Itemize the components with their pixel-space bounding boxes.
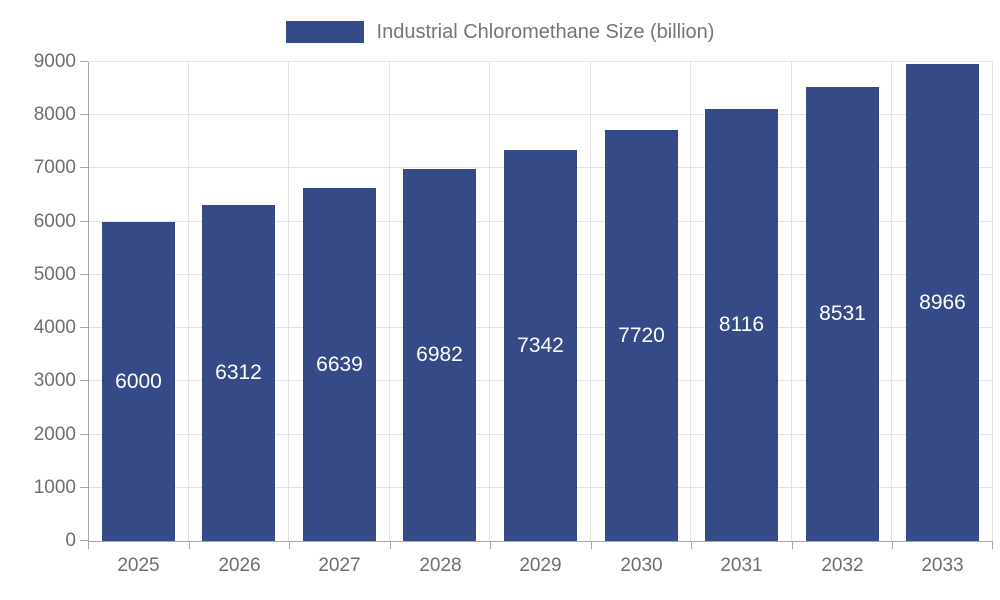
x-gridline <box>188 62 189 541</box>
bar: 8531 <box>806 87 879 541</box>
x-tick <box>892 542 893 549</box>
y-gridline <box>88 114 993 115</box>
y-tick <box>80 487 88 488</box>
y-tick-label: 2000 <box>33 424 76 445</box>
x-gridline <box>791 62 792 541</box>
x-tick <box>691 542 692 549</box>
x-tick <box>490 542 491 549</box>
y-tick <box>80 434 88 435</box>
bar-value-label: 8531 <box>819 302 866 325</box>
x-tick-label: 2025 <box>117 555 160 576</box>
x-tick-label: 2026 <box>218 555 261 576</box>
x-tick <box>591 542 592 549</box>
y-tick-label: 3000 <box>33 370 76 391</box>
bar: 6000 <box>102 222 175 541</box>
bar: 6312 <box>202 205 275 541</box>
y-tick <box>80 167 88 168</box>
y-tick-label: 6000 <box>33 211 76 232</box>
legend[interactable]: Industrial Chloromethane Size (billion) <box>0 20 1000 44</box>
y-tick-label: 5000 <box>33 264 76 285</box>
bar: 8966 <box>906 64 979 541</box>
bar-value-label: 8116 <box>718 313 765 336</box>
x-tick <box>88 542 89 549</box>
bar: 7342 <box>504 150 577 541</box>
x-gridline <box>489 62 490 541</box>
x-tick-label: 2028 <box>419 555 462 576</box>
legend-swatch <box>285 21 364 43</box>
y-tick-label: 0 <box>65 530 76 551</box>
x-gridline <box>891 62 892 541</box>
x-gridline <box>992 62 993 541</box>
y-tick <box>80 380 88 381</box>
bar-value-label: 8966 <box>919 290 966 314</box>
y-tick-label: 8000 <box>33 104 76 125</box>
x-tick-label: 2027 <box>318 555 361 576</box>
y-tick <box>80 327 88 328</box>
x-gridline <box>389 62 390 541</box>
x-axis-line <box>88 541 993 542</box>
y-tick <box>80 61 88 62</box>
x-tick <box>992 542 993 549</box>
x-tick <box>792 542 793 549</box>
x-tick-label: 2030 <box>620 555 663 576</box>
y-axis-line <box>88 62 89 541</box>
bar-value-label: 6000 <box>115 369 162 393</box>
bar: 7720 <box>605 130 678 541</box>
y-tick <box>80 274 88 275</box>
y-tick-label: 1000 <box>33 477 76 498</box>
x-tick <box>289 542 290 549</box>
y-tick <box>80 114 88 115</box>
x-tick-label: 2029 <box>519 555 562 576</box>
x-gridline <box>690 62 691 541</box>
y-tick <box>80 221 88 222</box>
y-tick-label: 7000 <box>33 157 76 178</box>
y-gridline <box>88 61 993 62</box>
bar-value-label: 7720 <box>618 323 665 347</box>
y-tick <box>80 540 88 541</box>
y-tick-label: 4000 <box>33 317 76 338</box>
x-tick-label: 2032 <box>821 555 864 576</box>
bar-value-label: 6312 <box>215 361 262 384</box>
x-tick <box>189 542 190 549</box>
x-tick <box>390 542 391 549</box>
legend-label: Industrial Chloromethane Size (billion) <box>376 21 715 43</box>
bar: 6982 <box>403 169 476 541</box>
x-tick-label: 2031 <box>720 555 763 576</box>
y-tick-label: 9000 <box>33 51 76 72</box>
x-tick-label: 2033 <box>921 555 964 576</box>
x-gridline <box>590 62 591 541</box>
bar: 8116 <box>705 109 778 541</box>
bar-value-label: 7342 <box>517 333 564 357</box>
bar: 6639 <box>303 188 376 541</box>
bar-value-label: 6639 <box>316 352 363 376</box>
bar-value-label: 6982 <box>416 343 463 366</box>
x-gridline <box>288 62 289 541</box>
